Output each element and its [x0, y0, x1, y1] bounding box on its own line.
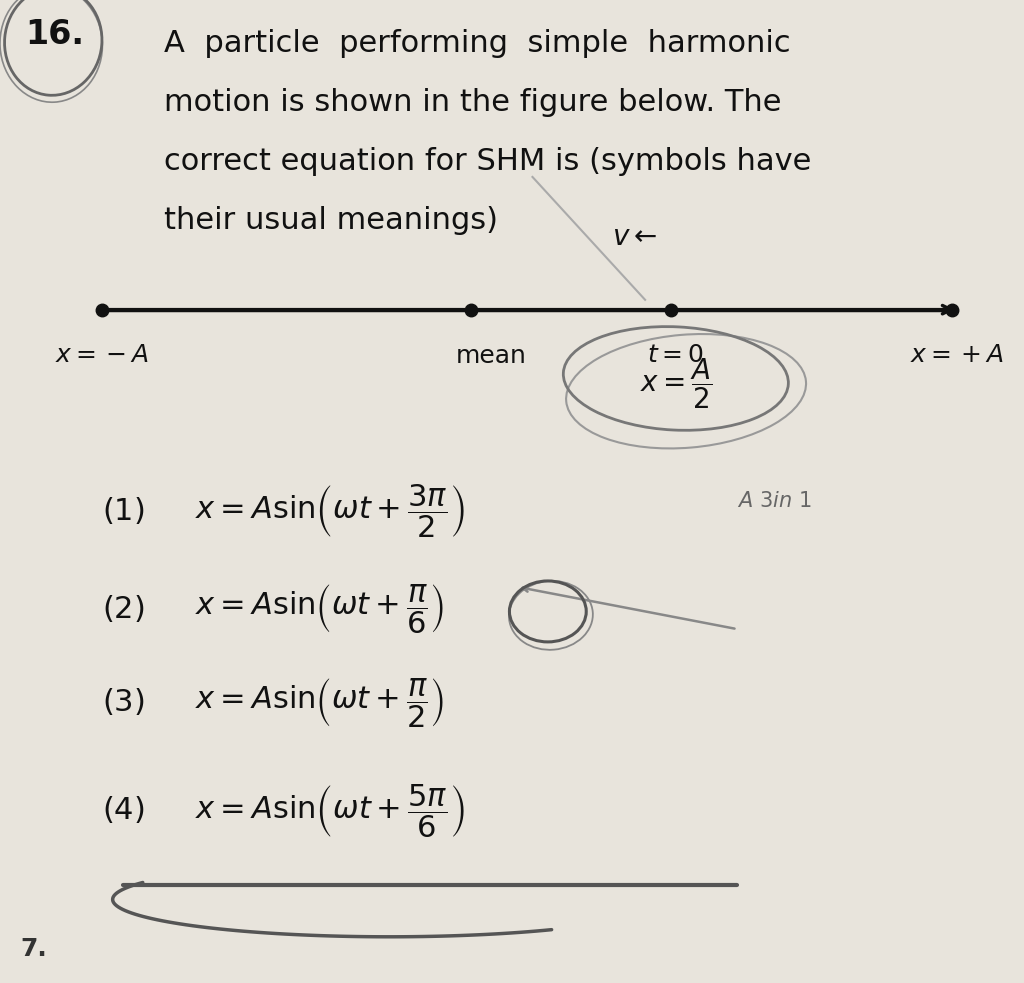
Text: motion is shown in the figure below. The: motion is shown in the figure below. The	[164, 88, 781, 118]
Text: mean: mean	[456, 344, 527, 368]
Text: $(2)$: $(2)$	[102, 594, 145, 625]
Text: $x = A\sin\!\left(\omega t + \dfrac{3\pi}{2}\right)$: $x = A\sin\!\left(\omega t + \dfrac{3\pi…	[195, 483, 464, 540]
Text: $x = A\sin\!\left(\omega t + \dfrac{\pi}{6}\right)$: $x = A\sin\!\left(\omega t + \dfrac{\pi}…	[195, 583, 443, 636]
Text: $x = \dfrac{A}{2}$: $x = \dfrac{A}{2}$	[640, 356, 712, 411]
Text: $t = 0$: $t = 0$	[647, 344, 705, 367]
Text: $(3)$: $(3)$	[102, 687, 145, 719]
Text: $x = A\sin\!\left(\omega t + \dfrac{5\pi}{6}\right)$: $x = A\sin\!\left(\omega t + \dfrac{5\pi…	[195, 782, 464, 839]
Text: $(1)$: $(1)$	[102, 495, 145, 527]
Text: their usual meanings): their usual meanings)	[164, 206, 498, 236]
Text: $v \leftarrow$: $v \leftarrow$	[612, 224, 657, 251]
Text: correct equation for SHM is (symbols have: correct equation for SHM is (symbols hav…	[164, 147, 811, 177]
Text: $A\ 3in\ 1$: $A\ 3in\ 1$	[737, 492, 812, 511]
Text: 7.: 7.	[20, 937, 47, 960]
Text: $x = -A$: $x = -A$	[55, 344, 150, 367]
Text: A  particle  performing  simple  harmonic: A particle performing simple harmonic	[164, 29, 791, 59]
Text: $(4)$: $(4)$	[102, 795, 145, 827]
Text: $x = +A$: $x = +A$	[910, 344, 1005, 367]
Text: $x = A\sin\!\left(\omega t + \dfrac{\pi}{2}\right)$: $x = A\sin\!\left(\omega t + \dfrac{\pi}…	[195, 676, 443, 729]
Text: 16.: 16.	[26, 18, 85, 51]
